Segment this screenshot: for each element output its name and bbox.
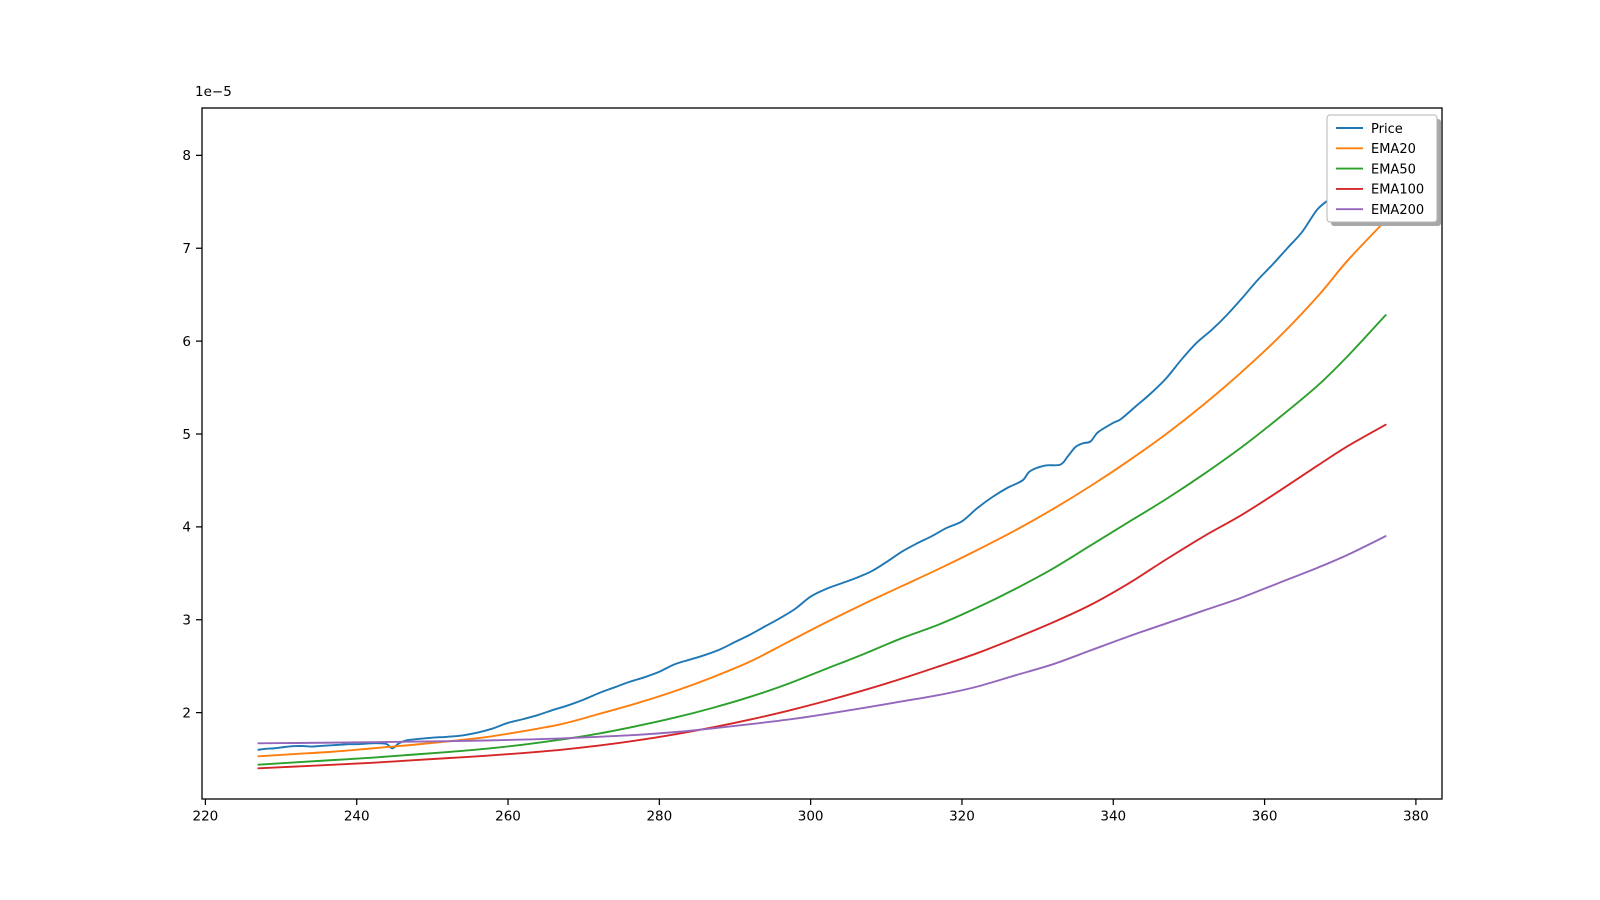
y-tick-label: 8 xyxy=(182,148,191,164)
x-tick-label: 380 xyxy=(1403,809,1429,825)
y-axis-offset-label: 1e−5 xyxy=(195,84,232,100)
x-tick-label: 260 xyxy=(495,809,521,825)
plot-area xyxy=(202,108,1442,799)
series-line-price xyxy=(257,139,1387,751)
y-tick-label: 7 xyxy=(182,241,191,257)
legend-box xyxy=(1326,114,1438,223)
y-tick-label: 4 xyxy=(182,520,191,536)
x-tick-label: 360 xyxy=(1252,809,1278,825)
x-tick-label: 280 xyxy=(646,809,672,825)
series-line-ema100 xyxy=(257,423,1387,770)
legend-item-ema200: EMA200 xyxy=(1371,203,1424,218)
plot-area-border xyxy=(201,107,1443,800)
x-tick-label: 300 xyxy=(798,809,824,825)
y-tick-label: 2 xyxy=(182,705,191,721)
x-tick-label: 240 xyxy=(344,809,370,825)
x-tick-label: 320 xyxy=(949,809,975,825)
x-tick-label: 220 xyxy=(193,809,219,825)
y-tick-label: 6 xyxy=(182,334,191,350)
legend-item-ema50: EMA50 xyxy=(1371,162,1416,177)
y-tick-label: 3 xyxy=(182,613,191,629)
legend-item-ema100: EMA100 xyxy=(1371,183,1424,198)
series-line-ema50 xyxy=(257,314,1387,766)
legend-item-price: Price xyxy=(1371,122,1403,137)
y-tick-label: 5 xyxy=(182,427,191,443)
legend-item-ema20: EMA20 xyxy=(1371,142,1416,157)
x-tick-label: 340 xyxy=(1100,809,1126,825)
series-line-ema200 xyxy=(257,535,1387,745)
